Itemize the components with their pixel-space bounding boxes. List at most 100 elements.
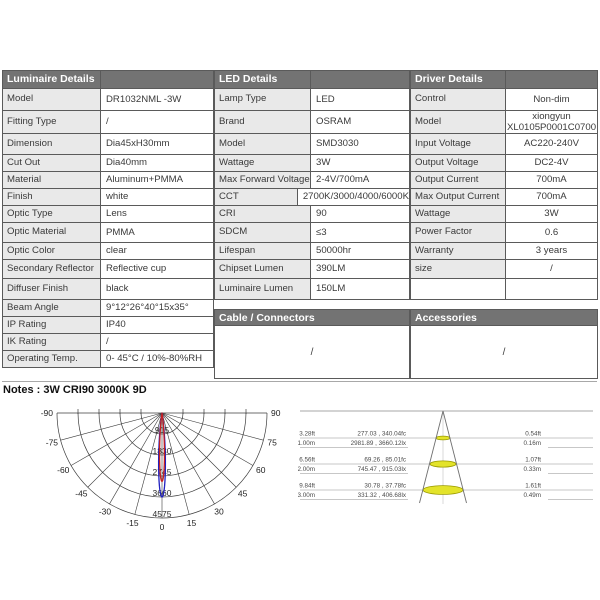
spec-row: Lamp Type LED <box>215 88 409 110</box>
beam-cone-chart: 3.28ft 1.00m 277.03 , 340.04fc 2981.89 , 36… <box>297 400 598 525</box>
row-label: Dimension <box>3 134 101 154</box>
cone-height-m: 2.00m <box>298 466 315 473</box>
row-value: ≤3 <box>316 226 327 238</box>
row-value: Aluminum+PMMA <box>106 174 184 186</box>
cone-illuminance-fc: 30.78 , 37.78fc <box>364 483 406 490</box>
row-label: Secondary Reflector <box>3 260 101 278</box>
cable-connectors-content: / <box>214 326 410 379</box>
row-label: Beam Angle <box>3 300 101 316</box>
cone-side-right <box>442 410 467 504</box>
spec-row: Warranty 3 years <box>411 242 597 259</box>
accessories-content: / <box>410 326 598 379</box>
row-label: CRI <box>215 206 311 222</box>
row-value: Reflective cup <box>106 263 167 275</box>
polar-spoke <box>87 412 163 488</box>
spec-row: Lifespan 50000hr <box>215 242 409 259</box>
spec-row: Input Voltage AC220-240V <box>411 133 597 154</box>
spec-row: Optic Type Lens <box>3 205 213 222</box>
row-value: Lens <box>106 208 127 220</box>
cone-side-left <box>419 410 444 504</box>
row-label: Lamp Type <box>215 89 311 110</box>
cone-height-ft: 6.56ft <box>299 457 315 464</box>
row-value: SMD3030 <box>316 138 359 150</box>
cable-connectors-header: Cable / Connectors <box>214 309 410 326</box>
beam-lobe-C90-C270 <box>158 412 166 483</box>
row-value <box>506 279 597 299</box>
cone-illuminance-lx: 331.32 , 406.68lx <box>358 492 407 499</box>
cone-radius-ft: 1.61ft <box>525 483 541 490</box>
row-value: 3 years <box>535 245 568 257</box>
row-label: Wattage <box>411 206 506 222</box>
row-label: Lifespan <box>215 243 311 259</box>
row-label: Optic Color <box>3 243 101 259</box>
radial-tick-label: 2745 <box>153 467 172 477</box>
row-value: 2-4V/700mA <box>316 174 370 186</box>
table-title-spacer <box>311 71 409 88</box>
row-value: 150LM <box>316 283 346 295</box>
row-value: / <box>106 336 109 348</box>
angle-label: 75 <box>267 438 277 448</box>
spec-row: Power Factor 0.6 <box>411 222 597 242</box>
row-label: Model <box>3 89 101 110</box>
row-value: DC2-4V <box>534 157 569 169</box>
table-title: LED Details <box>215 71 311 88</box>
spec-row: Cut Out Dia40mm <box>3 154 213 171</box>
row-value: white <box>106 191 129 203</box>
radial-tick-label: 915 <box>155 425 169 435</box>
polar-intensity-chart: -90 -75 -60 -45 -30 -15 0 15 30 45 60 75 90 915 1830 27… <box>20 392 315 550</box>
row-label: Output Current <box>411 172 506 188</box>
table-title-spacer <box>506 71 597 88</box>
row-value: 390LM <box>316 263 346 275</box>
polar-spoke <box>161 412 237 488</box>
cone-radius-m: 0.33m <box>523 466 541 473</box>
row-value: 90 <box>316 208 327 220</box>
spec-row: Model SMD3030 <box>215 133 409 154</box>
row-label: Model <box>215 134 311 154</box>
luminaire-details-table: Luminaire Details Model DR1032NML -3W Fitt… <box>2 70 214 368</box>
cone-height-m: 1.00m <box>298 440 315 447</box>
beam-spot-ellipse <box>422 485 464 495</box>
cone-diagram: 3.28ft 1.00m 277.03 , 340.04fc 2981.89 , 36… <box>297 410 593 504</box>
row-value: 2700K/3000/4000/6000K <box>302 191 409 203</box>
angle-label: -60 <box>57 465 70 475</box>
row-value: black <box>106 283 129 295</box>
row-label: Finish <box>3 189 101 205</box>
row-label: Material <box>3 172 101 188</box>
angle-label: -15 <box>126 518 139 528</box>
cone-illuminance-lx: 745.47 , 915.03lx <box>358 466 407 473</box>
row-value: 3W <box>316 157 331 169</box>
spec-row: Diffuser Finish black <box>3 278 213 299</box>
row-value: / <box>550 263 553 275</box>
angle-label: 60 <box>256 465 266 475</box>
row-label: Diffuser Finish <box>3 279 101 299</box>
row-label: Cut Out <box>3 155 101 171</box>
row-label: size <box>411 260 506 278</box>
table-title-spacer <box>101 71 213 88</box>
row-label: Input Voltage <box>411 134 506 154</box>
spec-row: Dimension Dia45xH30mm <box>3 133 213 154</box>
row-label: IK Rating <box>3 334 101 350</box>
row-value: OSRAM <box>316 116 352 128</box>
cone-illuminance-fc: 277.03 , 340.04fc <box>357 431 406 438</box>
angle-label: -75 <box>46 438 59 448</box>
row-label: Max Output Current <box>411 189 506 205</box>
row-value: IP40 <box>106 319 126 331</box>
row-label: Model <box>411 111 506 133</box>
spec-row: Finish white <box>3 188 213 205</box>
row-label: Wattage <box>215 155 311 171</box>
polar-spoke <box>134 412 163 515</box>
row-label: Warranty <box>411 243 506 259</box>
row-label: Luminaire Lumen <box>215 279 311 299</box>
cone-radius-m: 0.16m <box>523 440 541 447</box>
polar-spoke <box>161 412 190 515</box>
cone-illuminance-lx: 2981.89 , 3660.12lx <box>351 440 407 447</box>
polar-spoke <box>161 412 264 441</box>
spec-row: size / <box>411 259 597 278</box>
row-value: 700mA <box>536 191 567 203</box>
spec-row: IK Rating / <box>3 333 213 350</box>
row-label: IP Rating <box>3 317 101 333</box>
spec-row: Operating Temp. 0- 45°C / 10%-80%RH <box>3 350 213 367</box>
spec-row: Max Forward Voltage 2-4V/700mA <box>215 171 409 188</box>
cone-radius-m: 0.49m <box>523 492 541 499</box>
